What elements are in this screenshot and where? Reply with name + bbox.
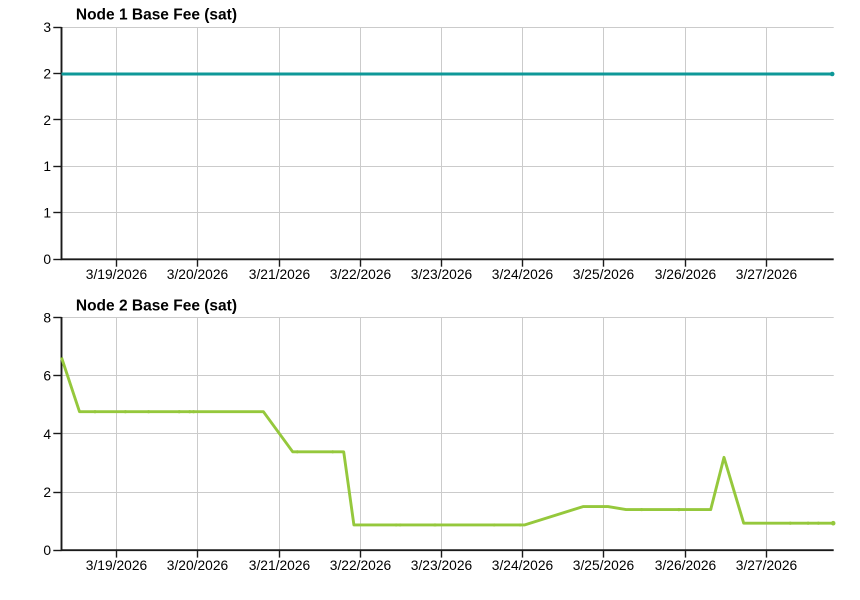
svg-text:2: 2 xyxy=(43,113,51,128)
svg-text:3/26/2026: 3/26/2026 xyxy=(655,267,717,282)
svg-text:3/22/2026: 3/22/2026 xyxy=(330,558,392,573)
svg-text:6: 6 xyxy=(43,369,51,384)
svg-text:3/27/2026: 3/27/2026 xyxy=(736,267,798,282)
svg-text:3/19/2026: 3/19/2026 xyxy=(86,267,148,282)
svg-text:3/23/2026: 3/23/2026 xyxy=(411,558,473,573)
svg-text:3/23/2026: 3/23/2026 xyxy=(411,267,473,282)
svg-text:3/24/2026: 3/24/2026 xyxy=(492,558,554,573)
svg-text:3/22/2026: 3/22/2026 xyxy=(330,267,392,282)
svg-text:3/24/2026: 3/24/2026 xyxy=(492,267,554,282)
svg-text:1: 1 xyxy=(43,206,51,221)
svg-text:2: 2 xyxy=(43,485,51,500)
svg-text:Node 1 Base Fee (sat): Node 1 Base Fee (sat) xyxy=(76,7,237,24)
svg-text:3/20/2026: 3/20/2026 xyxy=(167,558,229,573)
svg-text:8: 8 xyxy=(43,311,51,326)
svg-text:3/27/2026: 3/27/2026 xyxy=(736,558,798,573)
svg-text:3/20/2026: 3/20/2026 xyxy=(167,267,229,282)
svg-text:3/25/2026: 3/25/2026 xyxy=(573,558,635,573)
svg-text:1: 1 xyxy=(43,159,51,174)
svg-text:0: 0 xyxy=(43,543,51,558)
svg-text:3: 3 xyxy=(43,20,51,35)
svg-text:2: 2 xyxy=(43,66,51,81)
svg-text:3/21/2026: 3/21/2026 xyxy=(249,267,311,282)
svg-text:3/19/2026: 3/19/2026 xyxy=(86,558,148,573)
svg-text:4: 4 xyxy=(43,427,51,442)
svg-text:3/25/2026: 3/25/2026 xyxy=(573,267,635,282)
svg-text:0: 0 xyxy=(43,252,51,267)
svg-text:3/21/2026: 3/21/2026 xyxy=(249,558,311,573)
svg-text:Node 2 Base Fee (sat): Node 2 Base Fee (sat) xyxy=(76,297,237,314)
svg-text:3/26/2026: 3/26/2026 xyxy=(655,558,717,573)
